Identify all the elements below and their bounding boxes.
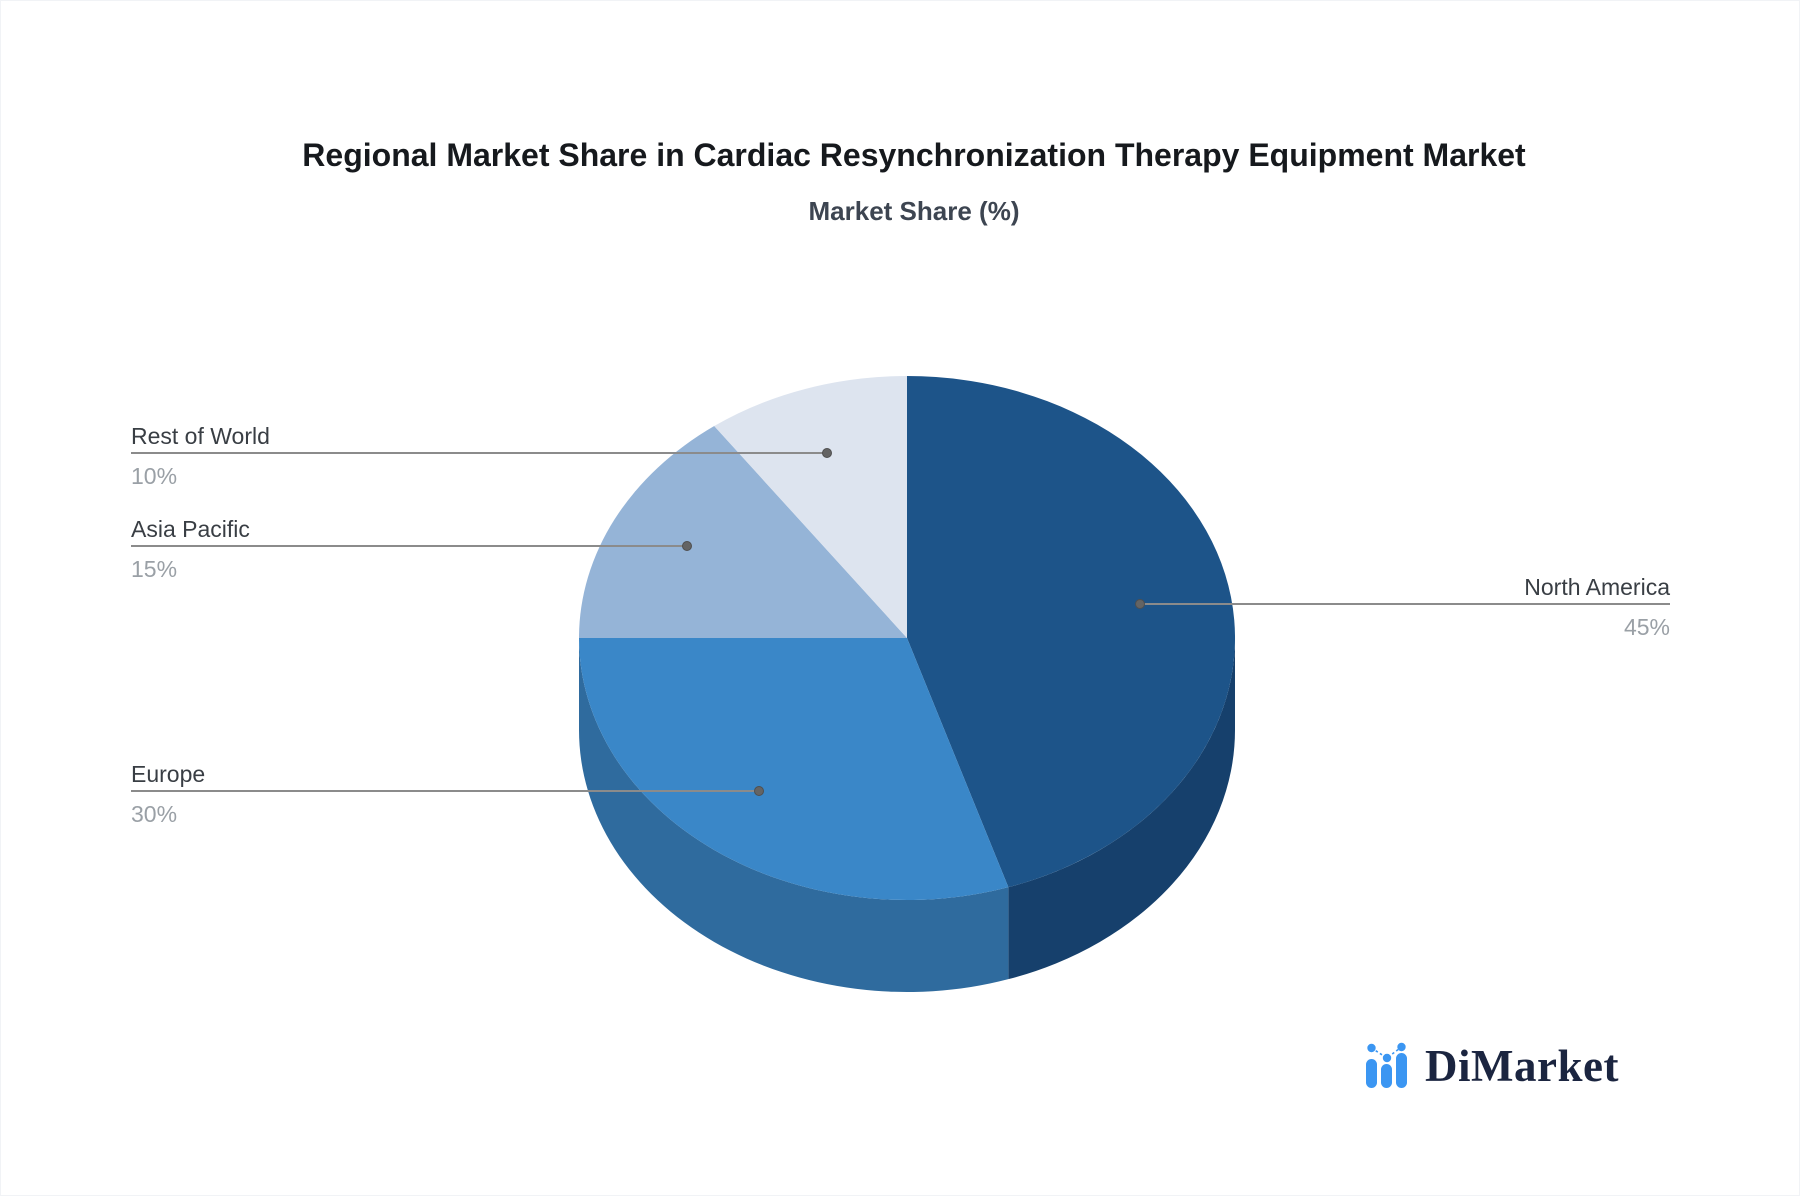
logo-bar xyxy=(1396,1053,1407,1088)
slice-label: Asia Pacific xyxy=(131,516,250,542)
bar-chart-trend-icon xyxy=(1364,1040,1414,1092)
callout-dot xyxy=(754,786,764,796)
callout-dot xyxy=(1135,599,1145,609)
pie-slice-side-europe xyxy=(578,638,1009,993)
pie-slice-asia-pacific xyxy=(579,426,907,638)
logo-trend-line xyxy=(1371,1046,1402,1059)
slice-value: 45% xyxy=(1623,614,1670,640)
slice-label: Rest of World xyxy=(131,423,270,449)
slice-value: 15% xyxy=(131,556,178,582)
pie-slice-north-america xyxy=(907,376,1236,888)
logo-bar xyxy=(1366,1059,1377,1088)
pie-slice-rest-of-world xyxy=(714,376,907,638)
slice-value: 10% xyxy=(131,463,178,489)
chart-header: Regional Market Share in Cardiac Resynch… xyxy=(14,136,1800,226)
logo-bar xyxy=(1381,1064,1392,1088)
logo-trend-dot xyxy=(1382,1053,1392,1063)
chart-title: Regional Market Share in Cardiac Resynch… xyxy=(302,137,1526,173)
pie-slice-side-north-america xyxy=(1008,638,1235,980)
pie-slice-europe xyxy=(578,638,1009,901)
dimarket-logo: DiMarket xyxy=(1364,1040,1619,1092)
callout-dot xyxy=(682,541,692,551)
logo-text: DiMarket xyxy=(1425,1041,1619,1091)
callout-dot xyxy=(822,448,832,458)
slice-label: North America xyxy=(1524,574,1670,600)
logo-trend-dot xyxy=(1397,1042,1406,1052)
slice-value: 30% xyxy=(131,801,178,827)
slice-label: Europe xyxy=(131,761,206,787)
chart-subtitle: Market Share (%) xyxy=(808,196,1020,226)
logo-trend-dot xyxy=(1367,1043,1376,1053)
